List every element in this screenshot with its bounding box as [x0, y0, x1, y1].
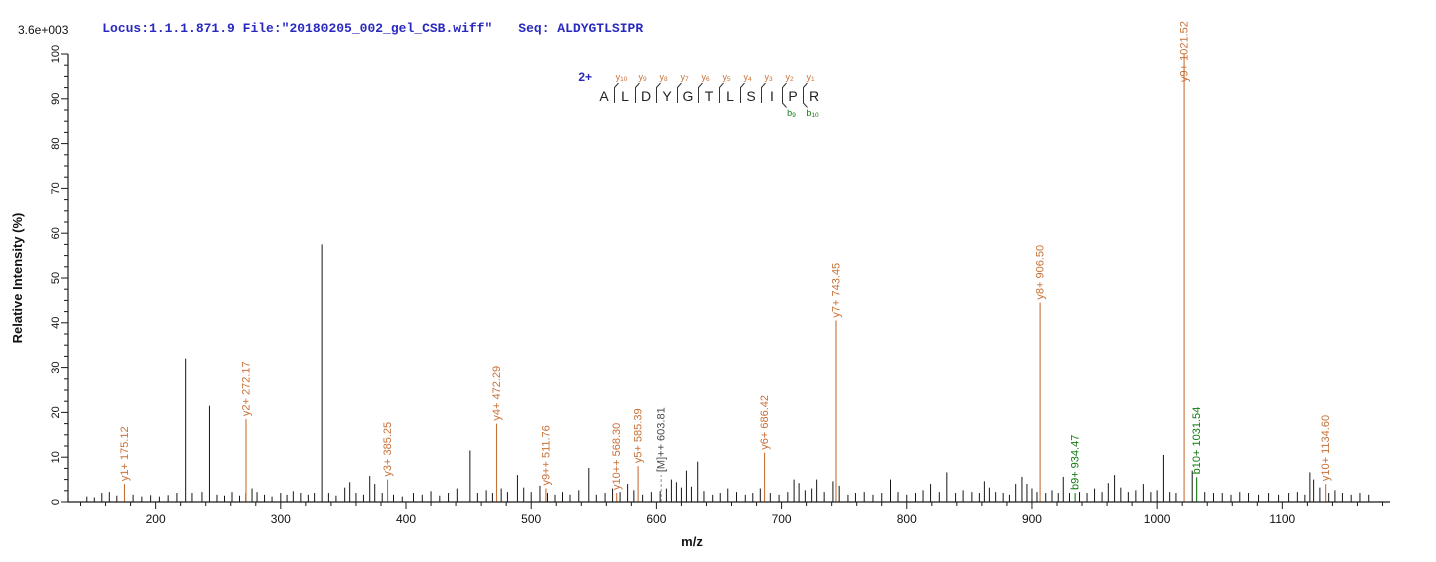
x-tick-label: 700 [772, 512, 792, 526]
ion-label: b9 [787, 108, 796, 119]
peak-label: y8+ 906.50 [1035, 245, 1047, 300]
peak-label: y5+ 585.39 [633, 408, 645, 463]
ion-label: y4 [743, 72, 752, 83]
y-tick-label: 70 [50, 182, 62, 194]
sequence-label: Seq: ALDYGTLSIPR [518, 21, 644, 36]
y-tick-label: 30 [50, 361, 62, 373]
residue: S [746, 88, 755, 104]
peak-label: b9+ 934.47 [1070, 435, 1082, 490]
peak-label: y9+ 1021.52 [1179, 21, 1191, 82]
peak-label: y6+ 686.42 [759, 395, 771, 450]
x-tick-label: 1000 [1144, 512, 1171, 526]
peak-label: [M]++ 603.81 [656, 407, 668, 472]
x-tick-label: 800 [897, 512, 917, 526]
peak-label: b10+ 1031.54 [1191, 407, 1203, 475]
peak-label: y4+ 472.29 [491, 366, 503, 421]
y-tick-label: 60 [50, 227, 62, 239]
ion-label: y7 [680, 72, 689, 83]
fragment-cut-mark [698, 82, 703, 103]
peak-label: y10+ 1134.60 [1320, 415, 1332, 481]
fragment-cut-mark [656, 82, 661, 103]
fragment-cut-mark [782, 82, 787, 108]
fragment-cut-mark [614, 82, 619, 103]
x-tick-label: 400 [396, 512, 416, 526]
x-axis-title: m/z [681, 534, 703, 549]
axes: 0 10 20 30 40 50 60 70 80 90 100 200 300 400 500 600 700… [10, 45, 1390, 549]
y-tick-label: 10 [50, 451, 62, 463]
fragment-cut-mark [761, 82, 766, 103]
precursor-charge-label: 2+ [578, 70, 592, 84]
fragment-cut-mark [719, 82, 724, 103]
x-tick-label: 200 [146, 512, 166, 526]
residue: R [809, 88, 819, 104]
ion-label: y6 [701, 72, 710, 83]
residue: D [641, 88, 651, 104]
x-tick-label: 600 [646, 512, 666, 526]
peak-label: y3+ 385.25 [382, 422, 394, 477]
ion-label: y1 [806, 72, 815, 83]
max-intensity-label: 3.6e+003 [18, 23, 69, 37]
ion-label: b10 [806, 108, 819, 119]
residue: G [683, 88, 694, 104]
residue: I [770, 88, 774, 104]
fragment-cut-mark [740, 82, 745, 103]
ion-label: y3 [764, 72, 773, 83]
y-tick-label: 90 [50, 93, 62, 105]
noise-peaks [86, 244, 1370, 502]
residue: L [621, 88, 629, 104]
y-axis-title: Relative Intensity (%) [10, 213, 25, 344]
ion-label: y2 [785, 72, 794, 83]
locus-file-label: Locus:1.1.1.871.9 File:"20180205_002_gel… [102, 21, 493, 36]
y-tick-label: 100 [50, 45, 62, 63]
y-tick-label: 50 [50, 272, 62, 284]
y-tick-label: 40 [50, 317, 62, 329]
y-tick-label: 20 [50, 406, 62, 418]
y-tick-label: 80 [50, 137, 62, 149]
x-tick-label: 500 [521, 512, 541, 526]
residue: Y [662, 88, 672, 104]
fragment-cut-mark [803, 82, 808, 108]
ion-label: y5 [722, 72, 731, 83]
residue: T [705, 88, 714, 104]
x-tick-label: 1100 [1269, 512, 1295, 526]
x-tick-label: 300 [271, 512, 291, 526]
y-tick-label: 0 [50, 499, 62, 505]
residue: A [599, 88, 609, 104]
peak-label: y10++ 568.30 [611, 423, 623, 490]
peak-label: y2+ 272.17 [240, 361, 252, 416]
ion-label: y10 [616, 72, 628, 83]
x-tick-label: 900 [1022, 512, 1042, 526]
fragment-cut-mark [677, 82, 682, 103]
ion-label: y9 [638, 72, 647, 83]
peak-label: y9++ 511.76 [540, 425, 552, 485]
fragment-cut-mark [635, 82, 640, 103]
residue: P [788, 88, 797, 104]
header: Locus:1.1.1.871.9 File:"20180205_002_gel… [71, 6, 643, 51]
residue: L [726, 88, 734, 104]
peak-label: y1+ 175.12 [119, 426, 131, 481]
peak-label: y7+ 743.45 [830, 263, 842, 318]
ion-label: y8 [659, 72, 668, 83]
annotated-peaks: y1+ 175.12 y2+ 272.17 y3+ 385.25 y4+ 472.29… [119, 21, 1332, 502]
